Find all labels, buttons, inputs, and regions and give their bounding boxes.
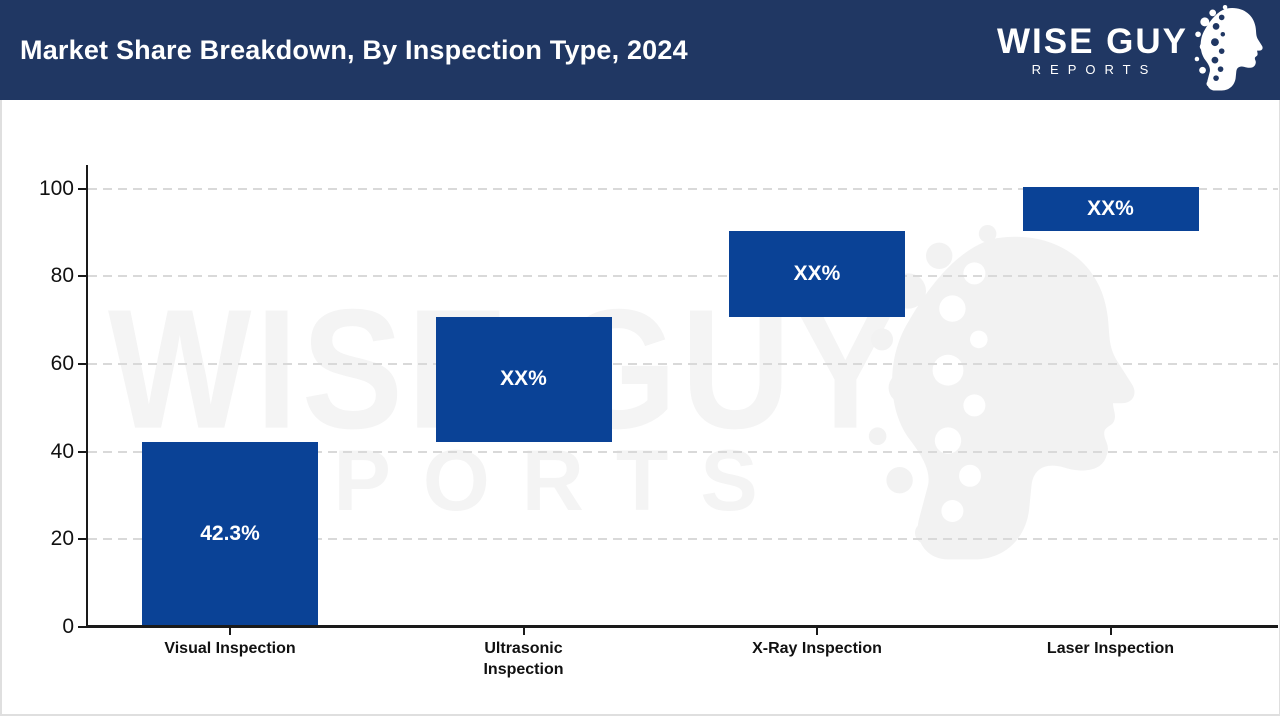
y-tick-label-60: 60	[50, 351, 74, 375]
category-label-1: Visual Inspection	[164, 640, 296, 657]
y-tick-mark-40	[78, 450, 87, 453]
x-tick-mark-1	[229, 628, 231, 635]
y-tick-mark-80	[78, 275, 87, 278]
brand-logo-text: WISE GUY REPORTS	[996, 21, 1188, 78]
bar-segment-2: XX%	[435, 317, 612, 442]
brand-face-icon	[1192, 5, 1266, 95]
bar-value-label-1: 42.3%	[200, 522, 260, 546]
y-tick-mark-100	[78, 187, 87, 190]
bar-segment-1: 42.3%	[142, 441, 318, 627]
brand-name: WISE GUY	[996, 21, 1188, 61]
x-tick-mark-2	[522, 628, 525, 635]
gridline-40	[88, 450, 1278, 453]
bar-value-label-3: XX%	[793, 262, 841, 286]
y-tick-label-0: 0	[62, 615, 74, 638]
y-tick-label-20: 20	[50, 527, 74, 551]
gridline-80	[88, 275, 1278, 278]
gridline-100	[88, 187, 1278, 190]
header-bar: Market Share Breakdown, By Inspection Ty…	[0, 0, 1280, 100]
y-axis-line	[86, 165, 88, 627]
category-label-2: Ultrasonic Inspection	[483, 640, 564, 678]
bar-segment-3: XX%	[729, 231, 905, 318]
brand-subname: REPORTS	[1031, 62, 1158, 78]
bar-value-label-4: XX%	[1087, 197, 1134, 221]
category-label-4: Laser Inspection	[1046, 640, 1175, 657]
gridline-60	[88, 362, 1278, 365]
gridline-20	[88, 538, 1278, 541]
y-tick-mark-20	[78, 538, 87, 541]
x-tick-mark-3	[816, 628, 818, 635]
bar-segment-4: XX%	[1022, 187, 1199, 232]
y-tick-label-40: 40	[50, 439, 74, 463]
y-tick-mark-60	[78, 362, 87, 365]
y-tick-label-100: 100	[38, 176, 74, 200]
y-tick-label-80: 80	[50, 264, 74, 288]
brand-logo: WISE GUY REPORTS	[997, 5, 1266, 95]
x-tick-mark-4	[1109, 628, 1112, 635]
x-axis-line	[86, 625, 1278, 628]
y-tick-mark-0	[78, 626, 87, 628]
page-title: Market Share Breakdown, By Inspection Ty…	[20, 34, 688, 65]
category-label-3: X-Ray Inspection	[752, 640, 882, 657]
bar-value-label-2: XX%	[500, 367, 547, 391]
